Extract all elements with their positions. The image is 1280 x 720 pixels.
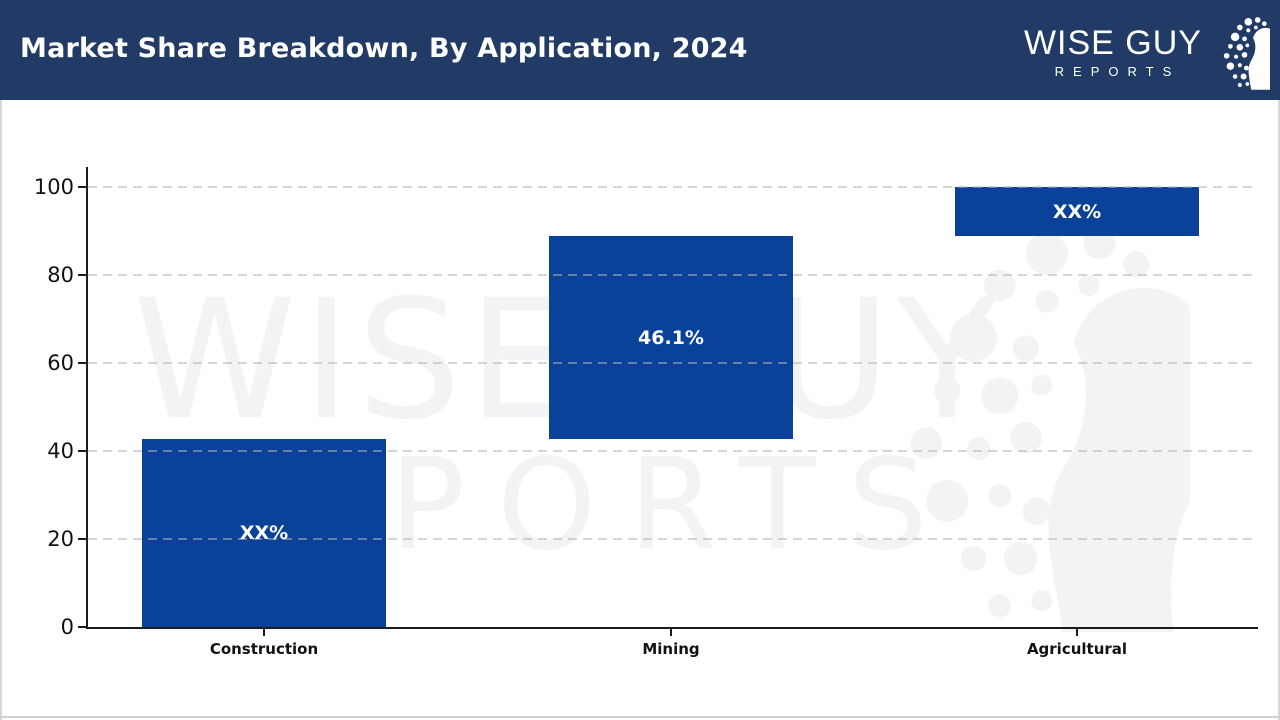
y-tick-mark: [78, 274, 86, 276]
page-border-left: [0, 100, 2, 720]
page-title: Market Share Breakdown, By Application, …: [20, 33, 748, 64]
brand-face-icon: [1223, 17, 1270, 90]
x-tick-mark: [1076, 629, 1078, 636]
y-tick-label: 80: [47, 263, 74, 287]
gridline: [88, 186, 1255, 188]
brand-subtitle: REPORTS: [1054, 64, 1181, 79]
y-tick-label: 0: [60, 615, 74, 639]
y-axis-spine: [86, 167, 88, 629]
header-banner: Market Share Breakdown, By Application, …: [0, 0, 1280, 100]
y-tick-mark: [78, 538, 86, 540]
x-tick-mark: [670, 629, 672, 636]
bar-value-label: 46.1%: [638, 326, 704, 349]
y-tick-mark: [78, 626, 86, 628]
x-tick-label: Mining: [642, 640, 700, 658]
brand-logo: WISE GUY REPORTS: [1024, 14, 1270, 90]
x-tick-label: Construction: [209, 640, 319, 658]
page-border-bottom: [0, 716, 1280, 718]
y-tick-label: 100: [33, 175, 74, 199]
gridline: [88, 450, 1255, 452]
gridline: [88, 362, 1255, 364]
page-border-right: [1278, 100, 1280, 720]
x-tick-mark: [263, 629, 265, 636]
bar-agricultural: [955, 187, 1199, 237]
bar-value-label: XX%: [239, 522, 289, 545]
bar-mining: [549, 236, 793, 440]
gridline: [88, 274, 1255, 276]
y-tick-mark: [78, 362, 86, 364]
watermark-face-graphic: [910, 227, 1190, 632]
y-tick-label: 40: [47, 439, 74, 463]
chart-plot-area: WISE GUY REPORTS 0 20 40 60 80 100 XX% Construc…: [0, 100, 1280, 720]
brand-logo-text: WISE GUY REPORTS: [1024, 25, 1202, 79]
x-tick-label: Agricultural: [1026, 640, 1128, 658]
x-axis-spine: [86, 627, 1258, 629]
brand-name: WISE GUY: [1023, 24, 1202, 62]
y-tick-label: 60: [47, 351, 74, 375]
y-tick-mark: [78, 450, 86, 452]
bar-value-label: XX%: [1052, 200, 1102, 223]
gridline: [88, 538, 1255, 540]
y-tick-label: 20: [47, 527, 74, 551]
bar-construction: [142, 439, 386, 627]
y-tick-mark: [78, 186, 86, 188]
